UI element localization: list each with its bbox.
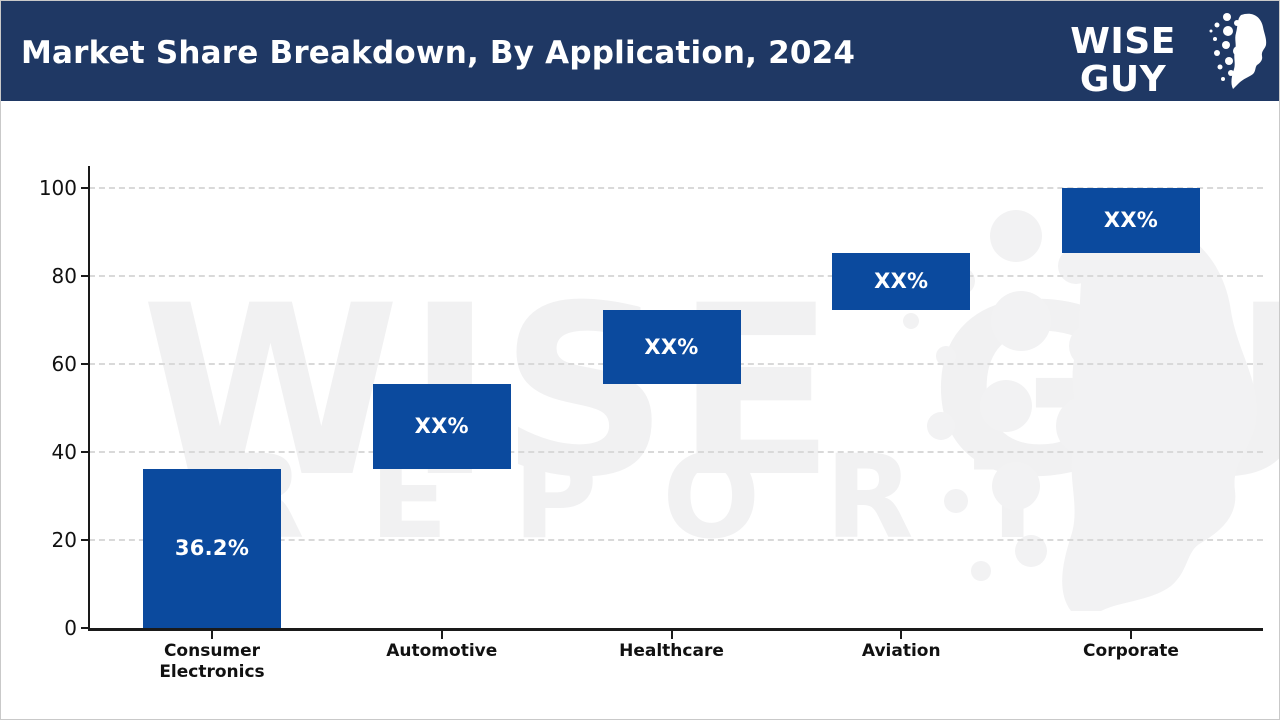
y-tick-mark xyxy=(81,275,89,277)
bar: XX% xyxy=(372,384,511,469)
y-tick-mark xyxy=(81,187,89,189)
bar: XX% xyxy=(602,309,741,385)
bar-value-label: XX% xyxy=(644,335,699,360)
bar: XX% xyxy=(1062,188,1200,253)
y-tick-label: 100 xyxy=(38,176,77,200)
y-tick-label: 80 xyxy=(51,264,77,288)
gridline xyxy=(89,187,1263,189)
y-tick-mark xyxy=(81,363,89,365)
category-label: Consumer Electronics xyxy=(97,641,327,683)
header-bar: Market Share Breakdown, By Application, … xyxy=(1,1,1279,131)
y-tick-label: 20 xyxy=(51,528,77,552)
gridline xyxy=(89,539,1263,541)
gridline xyxy=(89,451,1263,453)
bar-value-label: XX% xyxy=(874,269,929,294)
bar-value-label: XX% xyxy=(414,414,469,439)
category-label-line: Healthcare xyxy=(619,641,724,661)
page-title: Market Share Breakdown, By Application, … xyxy=(21,35,856,71)
category-label: Corporate xyxy=(1016,641,1246,662)
category-label: Healthcare xyxy=(557,641,787,662)
y-tick-label: 0 xyxy=(64,616,77,640)
category-label-line: Consumer xyxy=(163,641,261,661)
y-tick-mark xyxy=(81,451,89,453)
y-tick-mark xyxy=(81,539,89,541)
logo-wordmark-line1: WISE GUY xyxy=(1070,21,1176,100)
category-label: Aviation xyxy=(786,641,1016,662)
y-tick-label: 40 xyxy=(51,440,77,464)
y-axis xyxy=(88,166,90,630)
logo-wordmark: WISE GUY R E P O R T S xyxy=(1035,23,1211,131)
x-axis xyxy=(88,628,1263,631)
category-label-line: Corporate xyxy=(1083,641,1179,661)
dotted-head-profile-icon xyxy=(1209,13,1267,89)
y-tick-mark xyxy=(81,627,89,629)
x-tick-mark xyxy=(211,630,213,639)
x-tick-mark xyxy=(670,630,673,639)
category-label-line: Aviation xyxy=(861,641,941,661)
bar-value-label: XX% xyxy=(1103,208,1159,233)
bar: 36.2% xyxy=(143,468,281,628)
bar-value-label: 36.2% xyxy=(174,536,250,561)
y-tick-label: 60 xyxy=(51,352,77,376)
x-tick-mark xyxy=(440,630,443,639)
logo-wordmark-line2: R E P O R T S xyxy=(1055,100,1197,131)
x-tick-mark xyxy=(1130,630,1132,639)
brand-logo: WISE GUY R E P O R T S xyxy=(1035,7,1267,131)
category-label-line: Electronics xyxy=(159,662,265,682)
bar: XX% xyxy=(832,252,971,310)
x-tick-mark xyxy=(900,630,903,639)
gridline xyxy=(89,275,1263,277)
category-label: Automotive xyxy=(327,641,557,662)
category-label-line: Automotive xyxy=(386,641,498,661)
